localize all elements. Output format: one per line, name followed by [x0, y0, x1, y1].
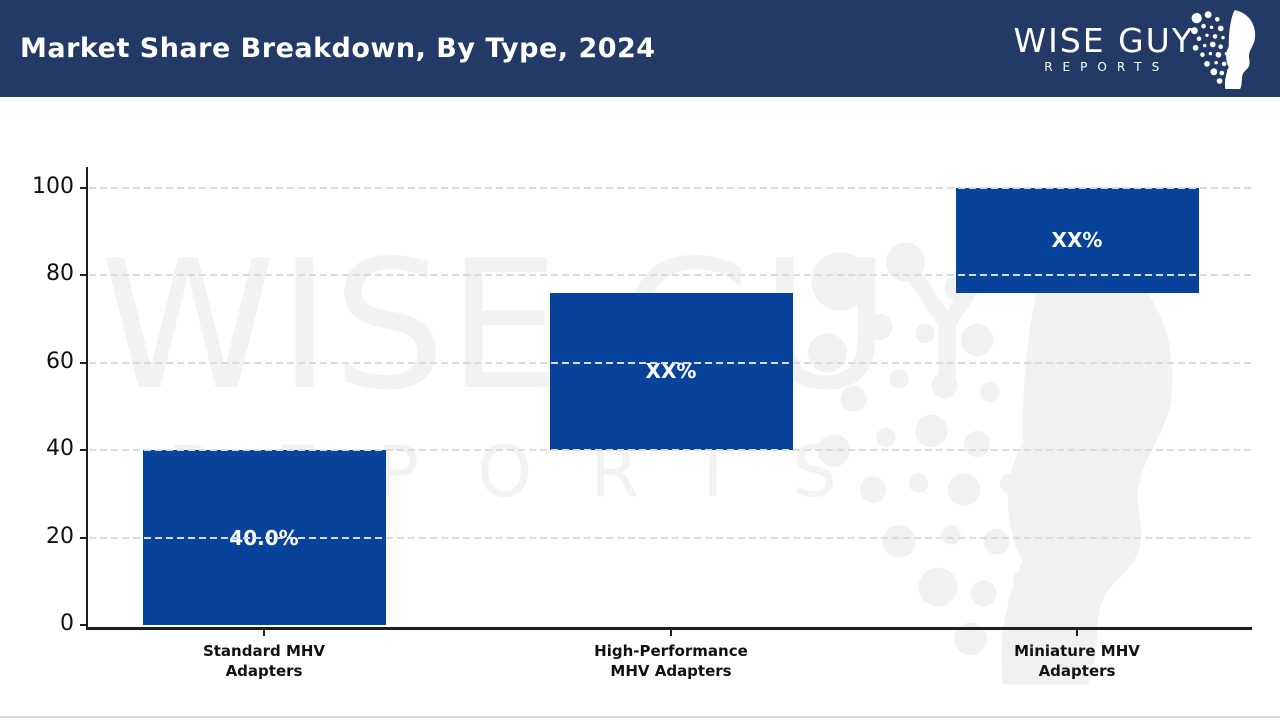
y-tick-label: 60 — [46, 348, 74, 374]
x-axis-line — [86, 627, 1252, 630]
grid-line — [89, 274, 1252, 276]
x-axis-tick — [1076, 628, 1078, 636]
y-axis-tick — [80, 274, 88, 276]
y-tick-label: 0 — [60, 611, 74, 636]
logo-face-icon — [1180, 9, 1266, 89]
x-category-label: High-Performance MHV Adapters — [594, 642, 748, 681]
y-axis-tick — [80, 624, 88, 626]
x-category-label: Standard MHV Adapters — [202, 642, 326, 681]
y-tick-label: 20 — [46, 523, 74, 549]
y-tick-label: 40 — [46, 436, 74, 461]
chart-area: WISE GUY REPORTS 0 20 40 60 80 100 40.0% Standa… — [0, 97, 1280, 720]
header: Market Share Breakdown, By Type, 2024 WI… — [0, 0, 1280, 97]
y-axis-tick — [80, 186, 88, 189]
y-axis-tick — [80, 449, 88, 451]
y-tick-label: 100 — [32, 173, 74, 199]
x-axis-tick — [670, 628, 672, 636]
y-axis-line — [86, 167, 88, 630]
page-title: Market Share Breakdown, By Type, 2024 — [20, 33, 656, 64]
grid-line — [89, 536, 1252, 539]
bottom-divider — [0, 716, 1280, 718]
y-tick-label: 80 — [46, 261, 74, 286]
logo-text: WISE GUY REPORTS — [1013, 24, 1194, 74]
logo-wordmark: WISE GUY — [1013, 20, 1194, 60]
logo-subtext: REPORTS — [1044, 59, 1170, 74]
x-axis-tick — [263, 628, 265, 636]
grid-line — [89, 361, 1252, 364]
grid-line — [89, 449, 1252, 451]
bar: XX% — [549, 292, 793, 450]
bar: XX% — [955, 187, 1199, 293]
y-axis-tick — [80, 361, 88, 364]
y-axis-tick — [80, 536, 88, 539]
x-category-label: Miniature MHV Adapters — [1014, 642, 1140, 681]
grid-line — [89, 186, 1252, 189]
bar-value-label: XX% — [1051, 228, 1103, 252]
wiseguy-logo: WISE GUY REPORTS — [1013, 6, 1266, 92]
